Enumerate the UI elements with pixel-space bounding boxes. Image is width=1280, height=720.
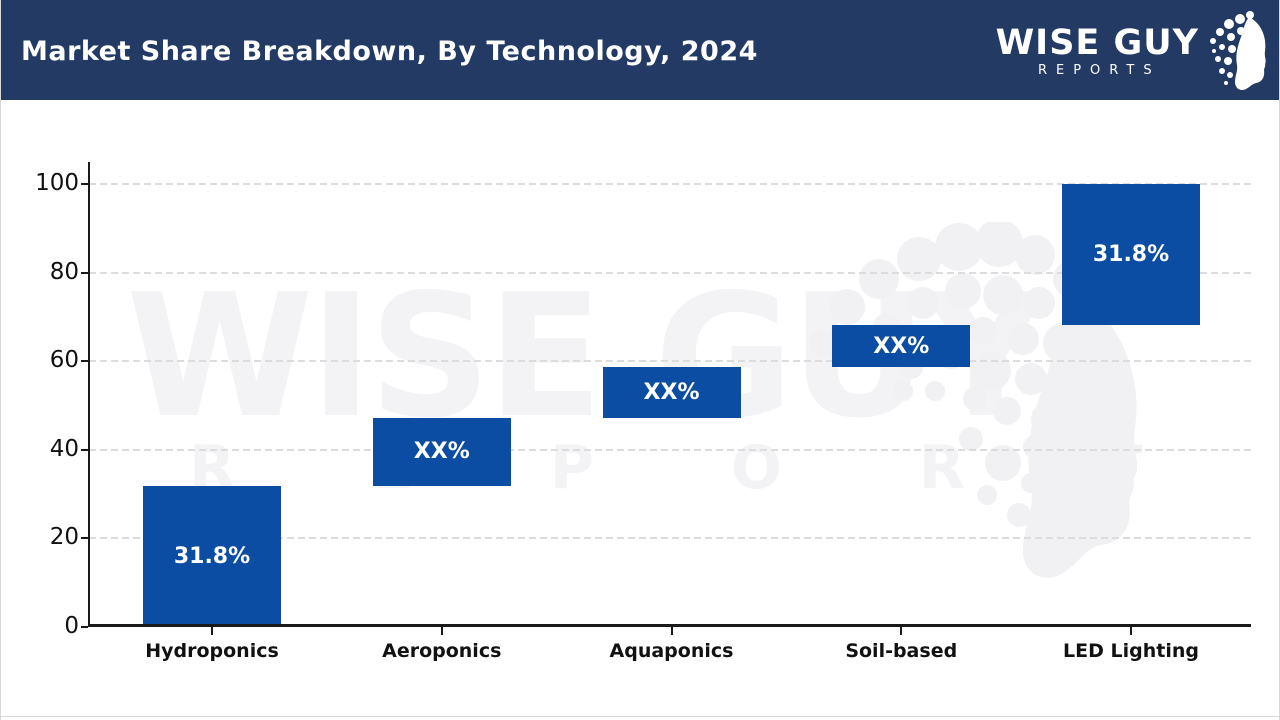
y-tick-label-20: 20 bbox=[49, 524, 79, 551]
header: Market Share Breakdown, By Technology, 2… bbox=[1, 0, 1279, 100]
y-tick-40 bbox=[81, 448, 88, 451]
x-axis-line bbox=[88, 624, 1251, 627]
y-tick-label-0: 0 bbox=[64, 612, 79, 639]
y-tick-60 bbox=[81, 360, 88, 363]
x-tick-aquaponics bbox=[670, 627, 673, 635]
y-tick-80 bbox=[81, 271, 88, 274]
x-tick-soil-based bbox=[900, 627, 903, 635]
gridline-40 bbox=[89, 448, 1253, 451]
bar-soil-based: XX% bbox=[832, 325, 971, 368]
y-tick-label-80: 80 bbox=[49, 258, 79, 285]
y-tick-0 bbox=[81, 625, 88, 628]
x-tick-hydroponics bbox=[211, 627, 213, 635]
x-axis-label-aeroponics: Aeroponics bbox=[382, 640, 502, 662]
y-tick-20 bbox=[81, 537, 88, 540]
x-axis-label-aquaponics: Aquaponics bbox=[609, 640, 734, 662]
brand-logo-subtext: REPORTS bbox=[1037, 63, 1161, 79]
bar-hydroponics: 31.8% bbox=[143, 486, 281, 627]
x-tick-aeroponics bbox=[440, 627, 443, 635]
brand-logo-wordmark: WISE GUY bbox=[995, 22, 1199, 63]
chart-title: Market Share Breakdown, By Technology, 2… bbox=[21, 36, 758, 67]
bar-led-lighting: 31.8% bbox=[1062, 184, 1200, 325]
y-tick-label-40: 40 bbox=[49, 435, 79, 462]
x-tick-led-lighting bbox=[1130, 627, 1132, 635]
y-axis-line bbox=[88, 162, 90, 627]
bar-value-label-soil-based: XX% bbox=[873, 333, 930, 359]
y-tick-100 bbox=[81, 183, 88, 186]
brand-logo-face-icon bbox=[1210, 11, 1266, 91]
bar-aquaponics: XX% bbox=[602, 367, 741, 418]
x-axis-label-led-lighting: LED Lighting bbox=[1063, 640, 1199, 662]
y-tick-label-60: 60 bbox=[49, 347, 79, 374]
gridline-100 bbox=[89, 183, 1253, 186]
gridline-80 bbox=[89, 271, 1253, 274]
y-tick-label-100: 100 bbox=[35, 170, 79, 197]
x-axis-label-soil-based: Soil-based bbox=[845, 640, 958, 662]
bar-value-label-aquaponics: XX% bbox=[643, 380, 700, 406]
bar-value-label-led-lighting: 31.8% bbox=[1092, 242, 1170, 268]
bar-aeroponics: XX% bbox=[372, 417, 511, 487]
gridline-20 bbox=[89, 537, 1253, 540]
bar-value-label-hydroponics: 31.8% bbox=[173, 543, 251, 569]
gridline-60 bbox=[89, 360, 1253, 363]
brand-logo-text: WISE GUY REPORTS bbox=[996, 24, 1199, 79]
brand-logo: WISE GUY REPORTS bbox=[996, 8, 1267, 94]
bar-value-label-aeroponics: XX% bbox=[413, 439, 470, 465]
x-axis-label-hydroponics: Hydroponics bbox=[145, 640, 279, 662]
